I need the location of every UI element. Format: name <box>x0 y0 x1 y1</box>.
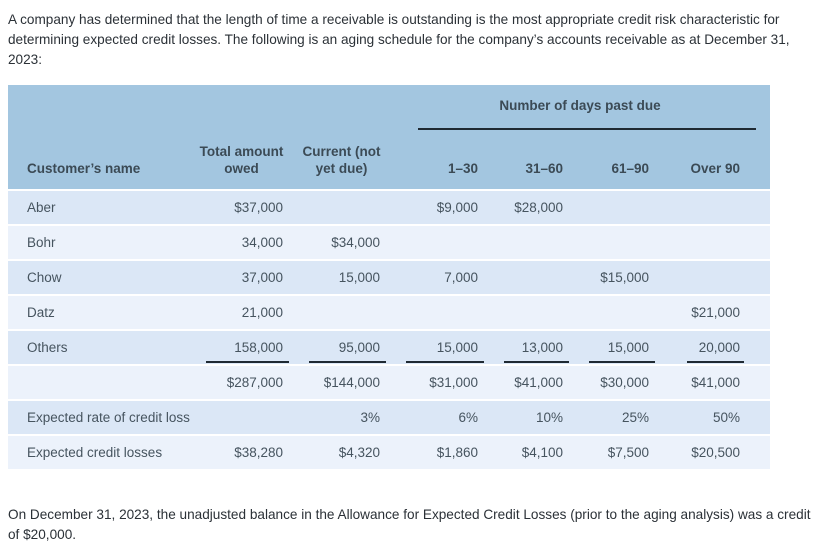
value-cell <box>190 400 293 435</box>
table-row: Chow 37,000 15,000 7,000 $15,000 <box>8 259 771 295</box>
days-past-due-header-row: Number of days past due <box>8 84 771 134</box>
value-cell <box>659 190 770 225</box>
value-cell: $37,000 <box>234 199 283 215</box>
row-label-cell: Expected rate of credit loss <box>27 409 190 425</box>
value-cell: 13,000 <box>488 330 573 365</box>
value-cell: 6% <box>458 409 478 425</box>
column-header-total-amount-owed: Total amount owed <box>190 133 293 190</box>
column-header-over-90: Over 90 <box>659 133 771 190</box>
value-cell: $28,000 <box>514 199 563 215</box>
value-cell: $20,500 <box>691 444 741 460</box>
value-cell: 15,000 <box>338 269 380 285</box>
value-cell: 158,000 <box>190 330 293 365</box>
value-cell: 37,000 <box>241 269 283 285</box>
table-body: Aber $37,000 $9,000 $28,000 Bohr 34,000 $34,00… <box>8 189 771 469</box>
value-cell <box>293 295 390 330</box>
row-label-cell: Chow <box>27 269 62 285</box>
table-row: $287,000 $144,000 $31,000 $41,000 $30,000 $41… <box>8 364 771 400</box>
table-row: Bohr 34,000 $34,000 <box>8 224 771 260</box>
value-cell: 95,000 <box>293 330 390 365</box>
value-cell: $4,320 <box>338 444 380 460</box>
value-cell <box>390 225 488 260</box>
value-cell: 7,000 <box>444 269 478 285</box>
row-label-cell: Others <box>27 339 68 355</box>
outro-paragraph: On December 31, 2023, the unadjusted bal… <box>8 506 811 542</box>
value-cell: 50% <box>713 409 741 425</box>
table-row: Others 158,000 95,000 15,000 13,000 15,000 20,… <box>8 329 771 365</box>
value-cell <box>573 295 659 330</box>
column-header-31-60: 31–60 <box>488 133 573 190</box>
days-past-due-title: Number of days past due <box>390 84 771 134</box>
value-cell <box>659 260 770 295</box>
value-cell: $38,280 <box>234 444 283 460</box>
value-cell: $15,000 <box>600 269 649 285</box>
table-row: Expected rate of credit loss 3% 6% 10% 25% 50… <box>8 399 771 435</box>
value-cell: $287,000 <box>226 374 283 390</box>
table-row: Datz 21,000 $21,000 <box>8 294 771 330</box>
value-cell: 10% <box>535 409 563 425</box>
value-cell: $31,000 <box>429 374 478 390</box>
row-label-cell: Expected credit losses <box>27 444 163 460</box>
value-cell: $144,000 <box>323 374 380 390</box>
value-cell <box>488 260 573 295</box>
column-header-current-not-yet-due: Current (not yet due) <box>293 133 390 190</box>
value-cell: $4,100 <box>521 444 563 460</box>
table-row: Expected credit losses $38,280 $4,320 $1,86… <box>8 434 771 469</box>
value-cell: 34,000 <box>241 234 283 250</box>
value-cell <box>390 295 488 330</box>
value-cell <box>488 225 573 260</box>
value-cell: 3% <box>360 409 380 425</box>
value-cell: $41,000 <box>691 374 741 390</box>
column-header-customer-name: Customer’s name <box>8 133 190 190</box>
value-cell <box>488 295 573 330</box>
value-cell: $7,500 <box>607 444 649 460</box>
value-cell: $34,000 <box>331 234 380 250</box>
column-header-61-90: 61–90 <box>573 133 659 190</box>
aging-schedule-table: Number of days past due Customer’s name … <box>8 84 771 469</box>
column-header-1-30: 1–30 <box>390 133 488 190</box>
value-cell: 15,000 <box>573 330 659 365</box>
column-labels-row: Customer’s name Total amount owed Curren… <box>8 133 771 190</box>
value-cell: $9,000 <box>436 199 478 215</box>
value-cell: $1,860 <box>436 444 478 460</box>
row-label-cell <box>8 365 190 400</box>
value-cell <box>573 225 659 260</box>
header-spacer-cell <box>8 84 390 134</box>
value-cell <box>293 190 390 225</box>
value-cell: 15,000 <box>390 330 488 365</box>
value-cell: $30,000 <box>600 374 649 390</box>
row-label-cell: Aber <box>27 199 56 215</box>
value-cell: 25% <box>621 409 649 425</box>
value-cell: $41,000 <box>514 374 563 390</box>
value-cell: $21,000 <box>691 304 741 320</box>
value-cell: 20,000 <box>659 330 770 365</box>
table-row: Aber $37,000 $9,000 $28,000 <box>8 189 771 225</box>
intro-paragraph: A company has determined that the length… <box>8 12 790 67</box>
row-label-cell: Datz <box>27 304 55 320</box>
table-header: Number of days past due Customer’s name … <box>8 84 771 190</box>
row-label-cell: Bohr <box>27 234 56 250</box>
value-cell <box>573 190 659 225</box>
value-cell: 21,000 <box>241 304 283 320</box>
value-cell <box>659 225 770 260</box>
